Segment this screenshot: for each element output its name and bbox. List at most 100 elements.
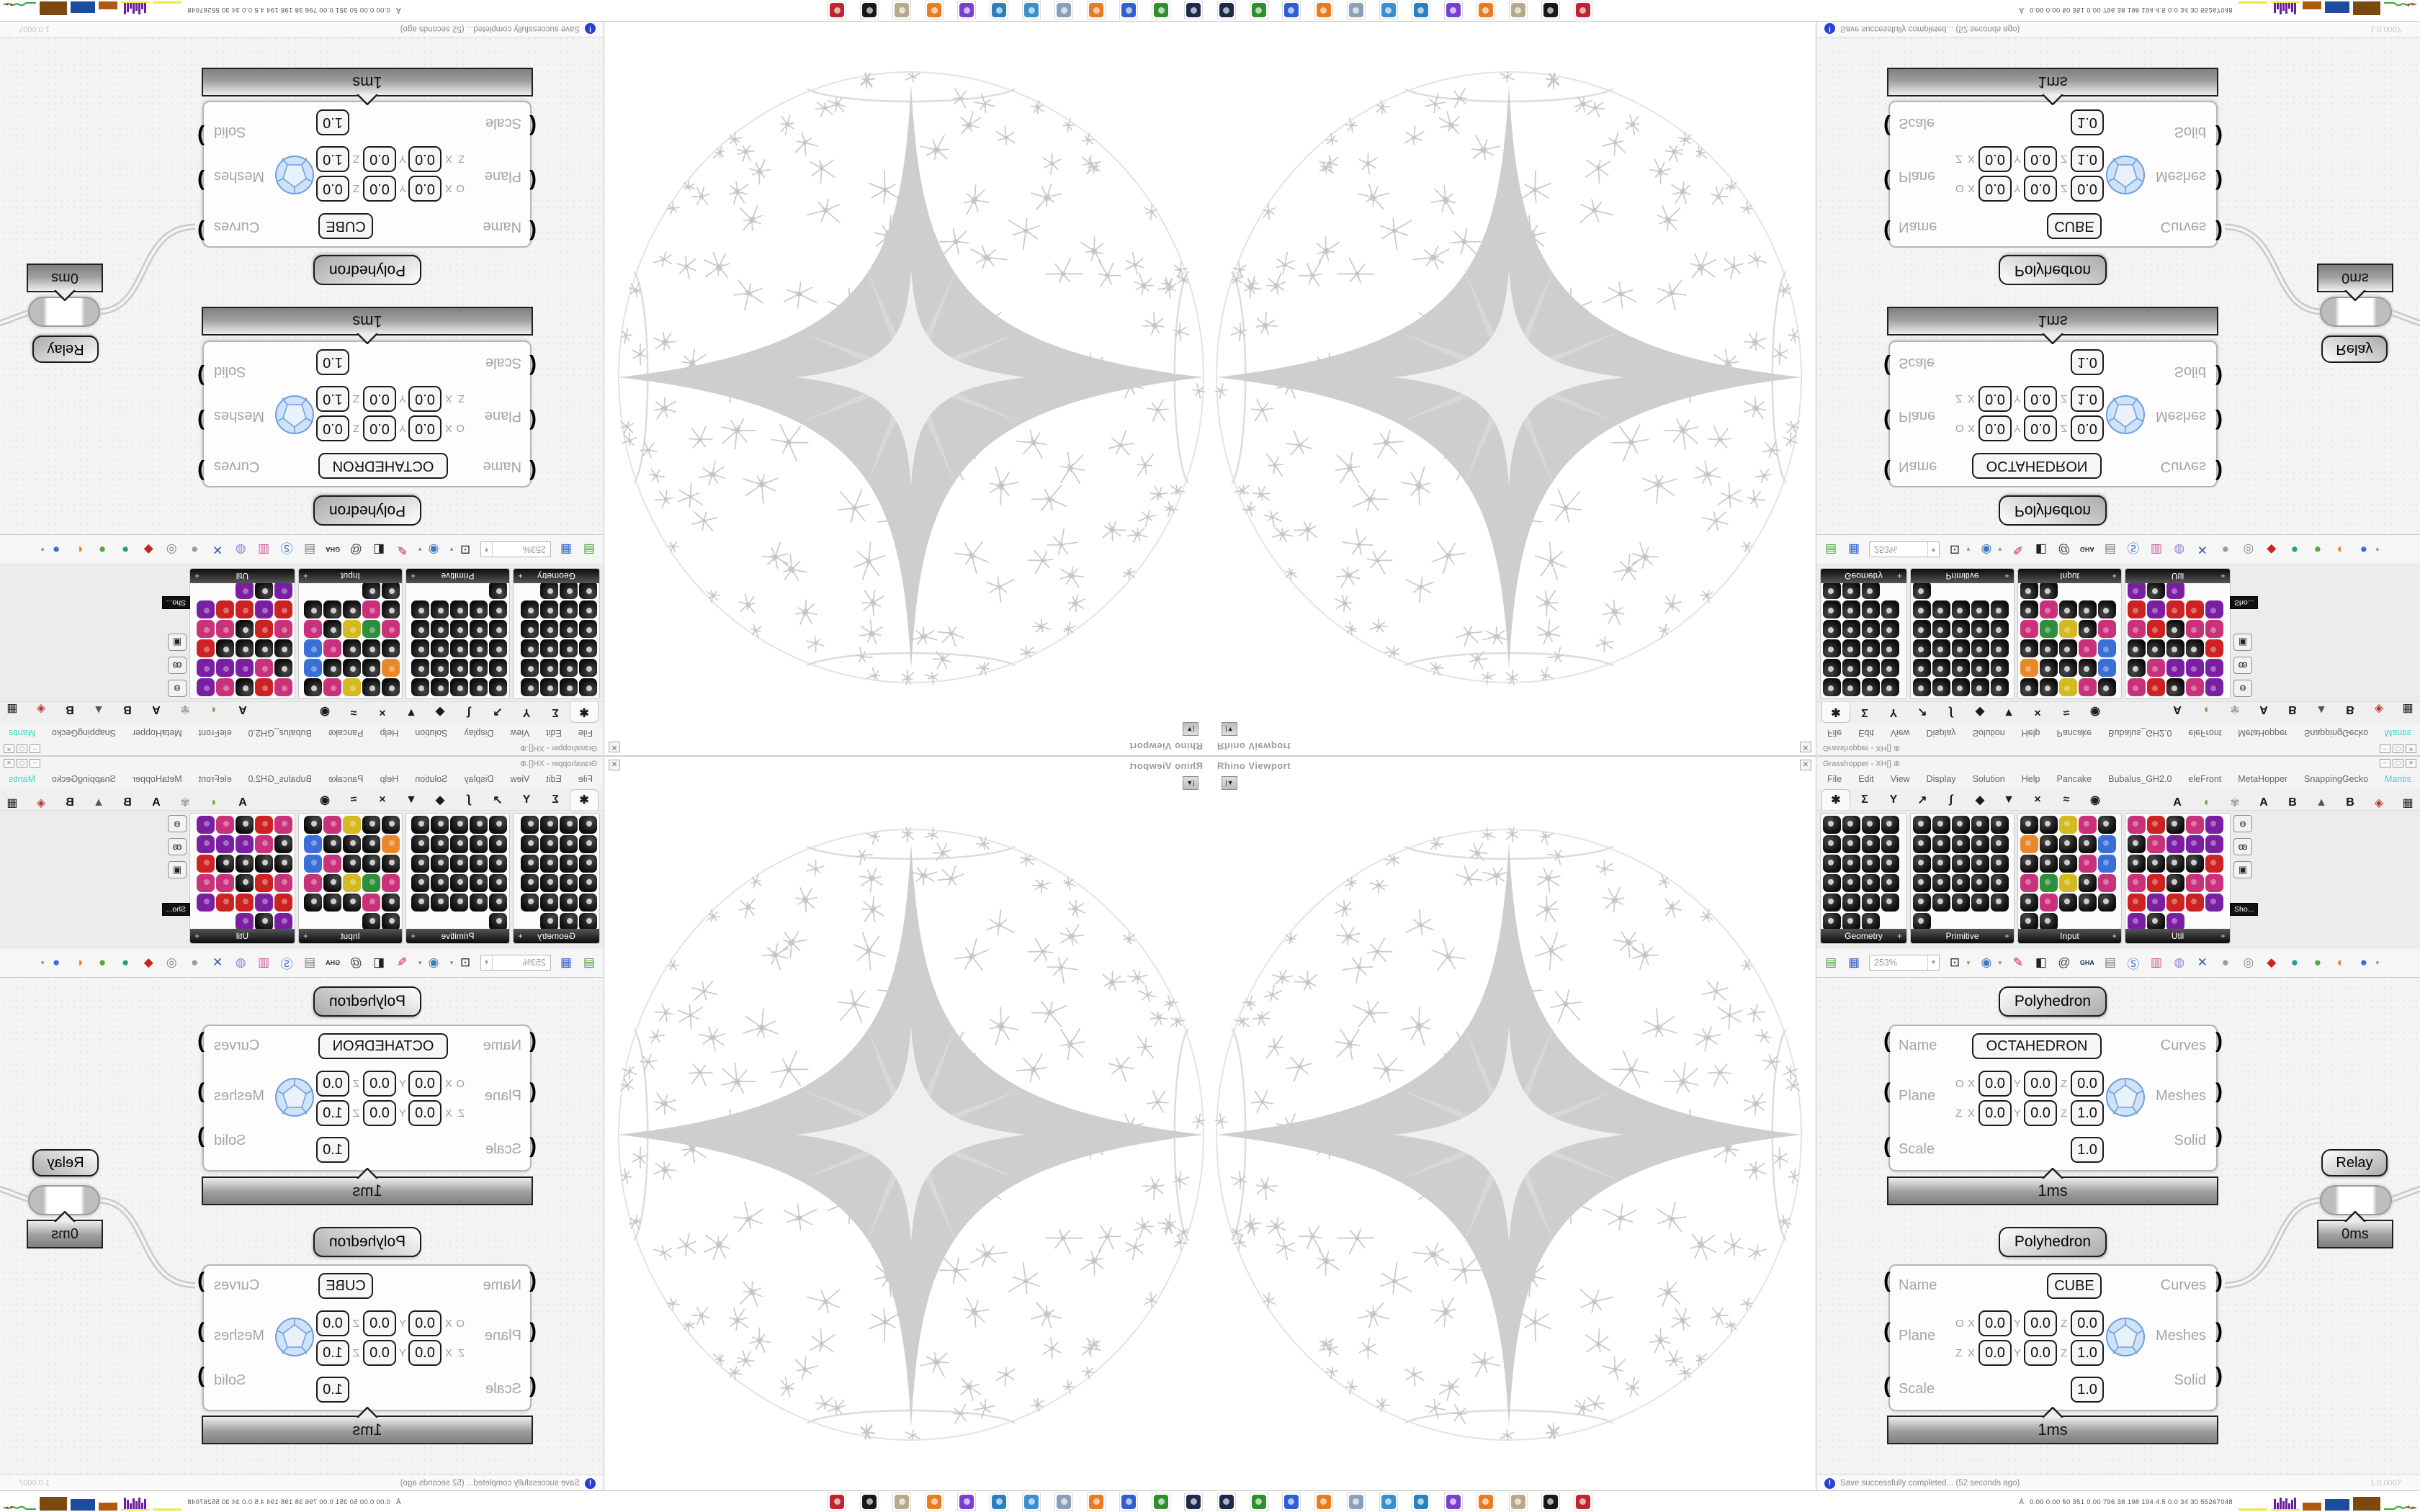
component-icon[interactable] (255, 855, 273, 873)
component-icon[interactable] (1881, 894, 1899, 912)
tab-plugin-B[interactable]: B (2346, 796, 2354, 809)
lightbulb-icon[interactable]: ◍ (2174, 543, 2185, 557)
menu-elefront[interactable]: eleFront (198, 728, 232, 738)
plane-value-box[interactable]: 0.0 (2071, 1310, 2104, 1336)
relay-component[interactable]: Relay (2321, 1149, 2388, 1176)
component-icon[interactable] (431, 835, 449, 853)
search-icon[interactable]: Ⓢ (280, 541, 293, 555)
component-icon[interactable] (382, 894, 400, 912)
blender-icon[interactable] (1476, 1, 1495, 19)
component-icon[interactable] (274, 600, 292, 618)
component-icon[interactable] (1952, 639, 1970, 657)
board-icon[interactable]: ▣ (2233, 634, 2252, 651)
mesh-ball-icon[interactable]: ● (191, 543, 199, 557)
component-icon[interactable] (2205, 620, 2223, 638)
scale-value-box[interactable]: 1.0 (316, 1137, 349, 1163)
calculator-icon[interactable] (1054, 1493, 1073, 1511)
component-icon[interactable] (2128, 600, 2146, 618)
component-icon[interactable] (1913, 913, 1931, 931)
polyhedron-component[interactable]: ( ( ( ) ) ) Name Plane Scale CUBE O X 0.… (1883, 101, 2223, 248)
name-value-box[interactable]: CUBE (318, 1273, 373, 1299)
component-icon[interactable] (1823, 894, 1841, 912)
tab-plugin-B[interactable]: B (2288, 796, 2297, 809)
glasses-icon[interactable]: ꙫ (168, 815, 187, 832)
component-icon[interactable] (431, 874, 449, 892)
component-icon[interactable] (2128, 894, 2146, 912)
tab-curve[interactable]: ∫ (467, 706, 471, 719)
scale-value-box[interactable]: 1.0 (2071, 349, 2104, 375)
leaf-icon[interactable]: ◖ (2202, 703, 2210, 716)
plane-value-box[interactable]: 0.0 (1978, 1071, 2012, 1097)
component-icon[interactable] (560, 874, 578, 892)
ball-green-icon[interactable]: ● (2313, 543, 2321, 557)
input-grip[interactable]: ( (1883, 114, 1891, 138)
component-icon[interactable] (1971, 678, 1989, 696)
component-icon[interactable] (2079, 835, 2097, 853)
component-icon[interactable] (1971, 659, 1989, 677)
plane-value-box[interactable]: 0.0 (1978, 176, 2012, 202)
component-icon[interactable] (2147, 855, 2165, 873)
menu-metahopper[interactable]: MetaHopper (132, 774, 182, 784)
component-icon[interactable] (323, 894, 341, 912)
menu-elefront[interactable]: eleFront (198, 774, 232, 784)
component-icon[interactable] (540, 874, 558, 892)
tab-plugin-B[interactable]: B (2346, 703, 2354, 716)
input-grip[interactable]: ( (1883, 409, 1891, 433)
rhino-viewport[interactable]: Rhino Viewport |▼ ✕ (604, 22, 1210, 756)
component-icon[interactable] (1991, 874, 2009, 892)
component-icon[interactable] (1991, 678, 2009, 696)
component-icon[interactable] (1971, 894, 1989, 912)
zoom-dropdown[interactable]: 253% ▼ (480, 541, 551, 557)
component-icon[interactable] (2059, 874, 2077, 892)
preview-eye-icon[interactable]: ◉ (428, 543, 439, 557)
component-icon[interactable] (579, 816, 597, 834)
search-icon[interactable]: Ⓢ (2127, 957, 2140, 971)
pattern-bw-icon[interactable] (1541, 1493, 1560, 1511)
component-icon[interactable] (1823, 678, 1841, 696)
input-grip[interactable]: ( (529, 1374, 537, 1398)
component-icon[interactable] (1991, 816, 2009, 834)
tab-plugin-B[interactable]: B (66, 796, 74, 809)
torus-icon[interactable]: ◎ (166, 543, 177, 557)
component-icon[interactable] (197, 678, 215, 696)
component-icon[interactable] (1932, 659, 1950, 677)
component-icon[interactable] (450, 894, 468, 912)
component-icon[interactable] (323, 639, 341, 657)
panel-title[interactable]: Input + (299, 569, 402, 583)
component-icon[interactable] (521, 678, 539, 696)
tab-surface[interactable]: ◆ (435, 706, 445, 719)
component-icon[interactable] (362, 678, 380, 696)
plane-value-box[interactable]: 0.0 (363, 1310, 396, 1336)
component-icon[interactable] (274, 620, 292, 638)
component-icon[interactable] (382, 678, 400, 696)
sketch-icon[interactable]: ✎ (2012, 955, 2023, 969)
lightbulb-icon[interactable]: ◍ (2174, 955, 2185, 969)
menu-pancake[interactable]: Pancake (328, 774, 364, 784)
output-grip[interactable]: ) (2215, 1029, 2223, 1053)
component-icon[interactable] (560, 600, 578, 618)
component-icon[interactable] (540, 581, 558, 599)
mountain-icon[interactable]: ▲ (2316, 703, 2327, 716)
component-icon[interactable] (2079, 816, 2097, 834)
input-grip[interactable]: ( (529, 354, 537, 378)
tab-maths[interactable]: Σ (1861, 793, 1868, 806)
component-icon[interactable] (2098, 659, 2116, 677)
menu-pancake[interactable]: Pancake (328, 728, 364, 738)
glasses-icon[interactable]: ꙫ (2233, 815, 2252, 832)
component-icon[interactable] (450, 816, 468, 834)
tab-plugin-A[interactable]: A (2173, 796, 2182, 809)
component-icon[interactable] (450, 639, 468, 657)
chevron-down-icon[interactable]: ▼ (2374, 546, 2380, 553)
menu-help[interactable]: Help (2021, 774, 2040, 784)
plane-value-box[interactable]: 0.0 (2071, 176, 2104, 202)
input-grip[interactable]: ( (1883, 169, 1891, 193)
component-icon[interactable] (2020, 894, 2038, 912)
component-icon[interactable] (343, 835, 361, 853)
polyhedron-component[interactable]: ( ( ( ) ) ) Name Plane Scale CUBE O X 0.… (197, 101, 537, 248)
pattern-bw-icon[interactable] (860, 1, 879, 19)
component-icon[interactable] (382, 659, 400, 677)
component-icon[interactable] (2128, 874, 2146, 892)
menu-display[interactable]: Display (1926, 728, 1956, 738)
component-icon[interactable] (2166, 639, 2184, 657)
mesh-ball-icon[interactable]: ● (2221, 955, 2229, 969)
